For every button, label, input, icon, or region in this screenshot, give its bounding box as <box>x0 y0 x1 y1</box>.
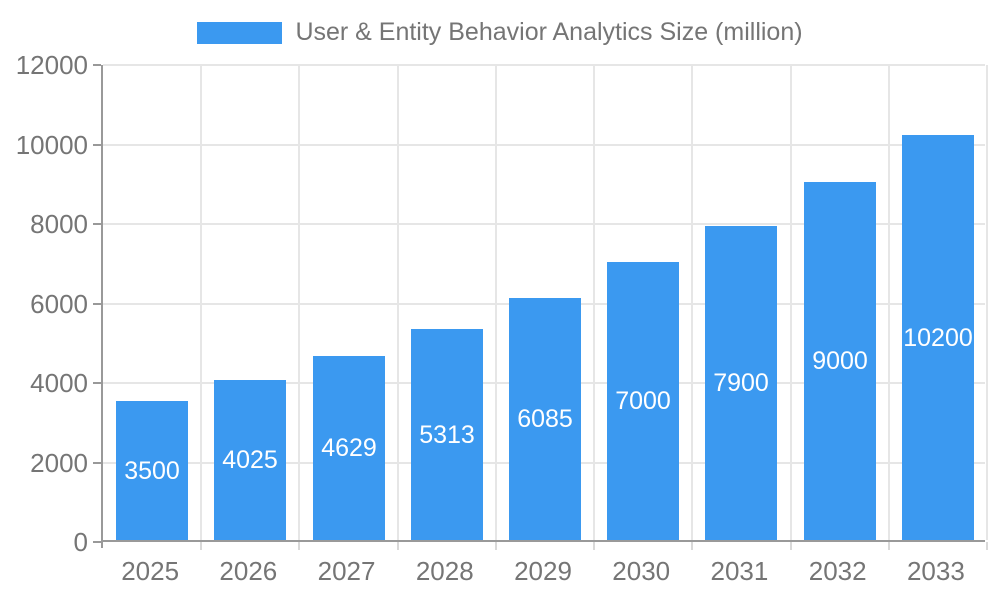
y-axis-tick-label: 12000 <box>15 50 88 80</box>
v-gridline <box>691 65 694 540</box>
x-axis-tick <box>789 542 792 550</box>
x-axis-tick-label: 2031 <box>710 556 769 586</box>
y-axis-tick <box>93 541 101 543</box>
h-gridline <box>103 223 985 225</box>
y-axis-tick <box>93 64 101 66</box>
x-axis-tick <box>986 542 988 550</box>
bar-value-label: 7000 <box>615 387 671 415</box>
x-axis-tick-label: 2027 <box>317 556 376 586</box>
y-axis-tick-label: 10000 <box>15 129 88 160</box>
x-axis-tick-label: 2033 <box>906 556 965 586</box>
v-gridline <box>396 65 399 540</box>
x-axis-tick-label: 2028 <box>415 556 474 586</box>
x-axis-tick-label: 2029 <box>514 556 572 586</box>
x-axis-tick-label: 2032 <box>808 556 867 586</box>
plot-area: 3500 4025 4629 5313 6085 7000 7900 9000 10200 <box>93 64 988 550</box>
y-axis-tick-label: 0 <box>73 527 88 557</box>
y-axis-stub <box>101 540 103 548</box>
bar-2032: 9000 <box>804 182 876 540</box>
x-axis-tick <box>691 542 694 550</box>
x-axis-tick <box>593 542 596 550</box>
v-gridline <box>593 65 596 540</box>
x-axis-tick <box>494 542 497 550</box>
bar-value-label: 7900 <box>713 369 769 397</box>
bar-value-label: 4025 <box>222 446 278 474</box>
bar-2027: 4629 <box>313 356 385 540</box>
bar-2031: 7900 <box>705 226 777 540</box>
legend-swatch-icon <box>197 21 283 44</box>
y-axis-tick-label: 8000 <box>30 209 88 239</box>
y-axis-tick-label: 6000 <box>30 288 88 319</box>
y-axis-tick <box>93 302 101 305</box>
bar-2026: 4025 <box>214 380 286 540</box>
x-axis-tick-label: 2026 <box>219 556 278 586</box>
bar-value-label: 9000 <box>812 347 868 375</box>
x-axis-tick-label: 2025 <box>121 556 180 586</box>
legend-label: User & Entity Behavior Analytics Size (m… <box>295 18 803 46</box>
bar-value-label: 10200 <box>903 323 973 352</box>
v-gridline <box>494 65 497 540</box>
v-gridline <box>298 65 301 540</box>
bar-value-label: 5313 <box>419 420 475 449</box>
y-axis-tick-label: 4000 <box>30 368 88 398</box>
y-axis-tick <box>93 143 101 146</box>
v-gridline <box>986 65 988 540</box>
h-gridline <box>103 143 985 146</box>
bar-2025: 3500 <box>116 401 188 540</box>
v-gridline <box>887 65 890 540</box>
y-axis-tick-label: 2000 <box>30 447 88 478</box>
bar-2033: 10200 <box>902 135 974 540</box>
bar-value-label: 4629 <box>321 434 377 462</box>
v-gridline <box>789 65 792 540</box>
chart-legend[interactable]: User & Entity Behavior Analytics Size (m… <box>0 18 1000 47</box>
x-axis-tick-label: 2030 <box>612 556 671 586</box>
x-axis-tick <box>396 542 399 550</box>
bar-2030: 7000 <box>607 262 679 540</box>
bar-value-label: 3500 <box>124 456 180 485</box>
y-axis-tick <box>93 382 101 384</box>
bar-value-label: 6085 <box>517 405 573 433</box>
bar-2029: 6085 <box>509 298 581 540</box>
h-gridline <box>103 64 985 66</box>
bar-2028: 5313 <box>411 329 483 540</box>
y-axis-tick <box>93 461 101 464</box>
y-axis-tick <box>93 223 101 225</box>
x-axis-tick <box>298 542 301 550</box>
x-axis-tick <box>887 542 890 550</box>
v-gridline <box>200 65 203 540</box>
x-axis-tick <box>200 542 203 550</box>
